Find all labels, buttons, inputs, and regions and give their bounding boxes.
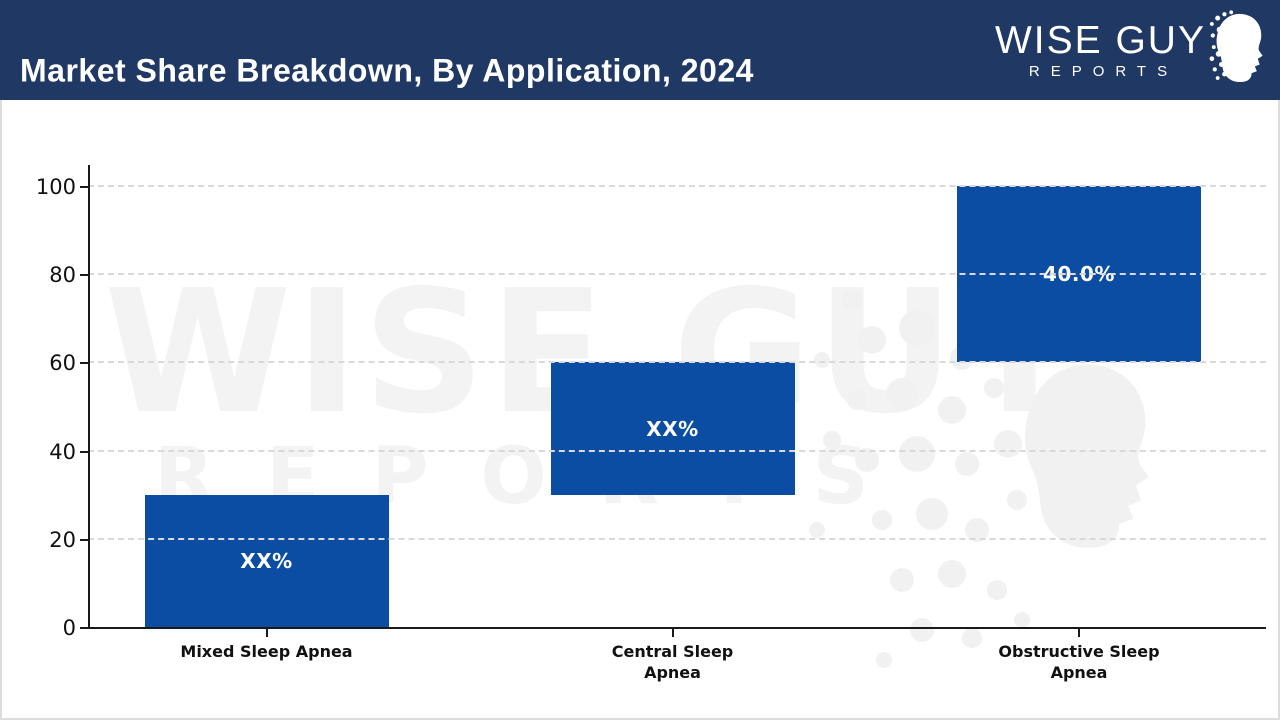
gridline-20 [88,537,1266,540]
y-tick-label-60: 60 [49,351,76,376]
y-tick-label-0: 0 [62,616,76,640]
category-label-central-sleep-apnea: Central Sleep Apnea [611,642,734,683]
y-tick-label-80: 80 [49,263,76,288]
logo-face-icon [1209,10,1263,83]
y-axis-line [88,165,90,629]
chart-area: WISE GUY REPORTS XX% XX% 40.0% 0 20 40 60 80 100… [0,100,1280,720]
y-tick-label-100: 100 [35,175,76,199]
bar-central-sleep-apnea: XX% [550,362,795,495]
y-tick-80 [80,274,88,277]
x-tick-obstructive-sleep-apnea [1078,629,1080,637]
x-axis-line [88,627,1266,629]
category-label-obstructive-sleep-apnea: Obstructive Sleep Apnea [998,642,1160,683]
bar-value-label-central-sleep-apnea: XX% [646,416,699,441]
logo-wordmark: WISE GUY [994,19,1206,62]
watermark-face-dots [809,290,1149,668]
wise-guy-logo: WISE GUY REPORTS [995,6,1266,94]
y-tick-20 [80,538,88,541]
y-tick-60 [80,362,88,365]
gridline-40 [88,449,1266,452]
logo-text-block: WISE GUY REPORTS [995,21,1206,79]
gridline-60 [88,361,1266,364]
y-tick-label-20: 20 [49,527,76,552]
bar-chart: XX% XX% 40.0% 0 20 40 60 80 100 Mixed Sleep Apnea… [2,100,1278,718]
gridline-100 [88,185,1266,187]
header-bar: Market Share Breakdown, By Application, … [0,0,1280,100]
logo-subtext: REPORTS [1028,63,1179,80]
bar-mixed-sleep-apnea: XX% [144,494,389,627]
y-tick-label-40: 40 [49,439,76,464]
x-tick-mixed-sleep-apnea [265,629,268,637]
y-tick-40 [80,450,88,453]
x-tick-central-sleep-apnea [671,629,674,637]
gridline-80 [88,273,1266,276]
y-tick-0 [80,627,88,629]
category-label-mixed-sleep-apnea: Mixed Sleep Apnea [180,642,353,661]
y-tick-100 [80,186,88,188]
bar-value-label-mixed-sleep-apnea: XX% [240,548,293,573]
page-title: Market Share Breakdown, By Application, … [20,52,754,89]
